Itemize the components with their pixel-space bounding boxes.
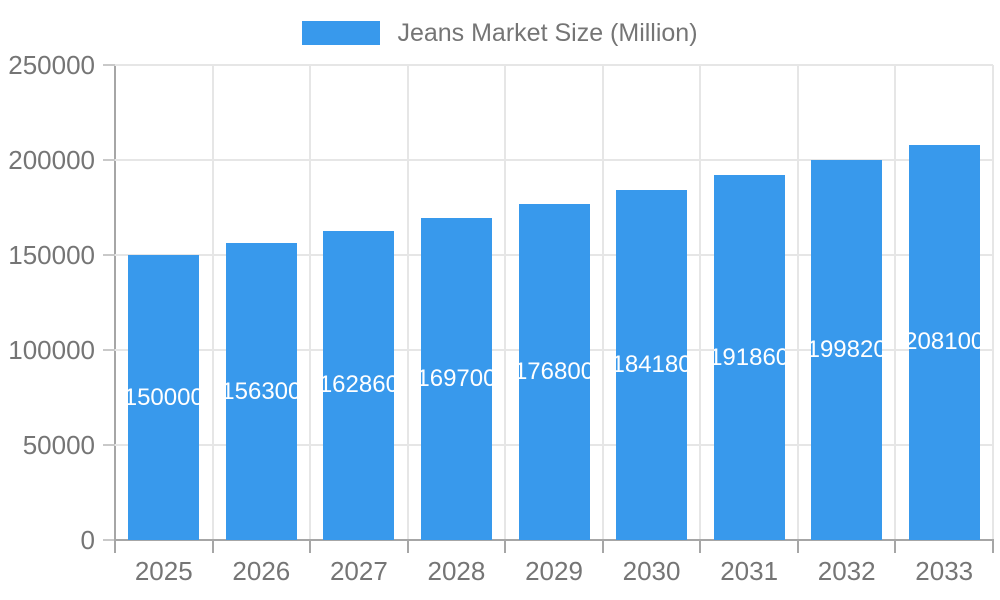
x-tick [894, 539, 897, 553]
y-axis-tick-label: 200000 [8, 145, 95, 175]
x-tick [309, 539, 312, 553]
x-axis-tick-label: 2025 [134, 556, 193, 586]
v-gridline [309, 65, 312, 540]
legend-label: Jeans Market Size (Million) [397, 19, 698, 47]
x-axis-line [114, 539, 994, 541]
y-axis-tick-label: 250000 [8, 50, 95, 80]
v-gridline [601, 65, 604, 540]
y-tick [103, 254, 115, 256]
y-tick [103, 64, 115, 66]
y-axis-tick-label: 100000 [8, 335, 95, 365]
v-gridline [699, 65, 702, 540]
bar: 184180 [616, 190, 688, 540]
h-gridline [115, 64, 993, 66]
bar: 176800 [518, 204, 590, 540]
x-axis-tick-label: 2026 [232, 556, 291, 586]
bar-value-label: 199820 [811, 336, 883, 364]
y-tick [103, 444, 115, 446]
y-axis-line [114, 65, 116, 540]
y-axis-tick-label: 0 [80, 525, 95, 555]
chart-legend[interactable]: Jeans Market Size (Million) [0, 16, 1000, 50]
x-axis-tick-label: 2033 [915, 556, 974, 586]
x-tick [699, 539, 702, 553]
bar: 208100 [908, 144, 980, 540]
x-tick [796, 539, 799, 553]
h-gridline [115, 159, 993, 161]
bar-value-label: 176800 [518, 358, 590, 386]
y-axis-tick-label: 150000 [8, 240, 95, 270]
bar-value-label: 184180 [616, 351, 688, 379]
x-tick [406, 539, 409, 553]
bar-value-label: 156300 [225, 377, 297, 405]
v-gridline [406, 65, 409, 540]
x-tick [504, 539, 507, 553]
y-tick [103, 539, 115, 541]
v-gridline [796, 65, 799, 540]
x-axis-tick-label: 2029 [525, 556, 583, 586]
x-tick [992, 539, 994, 553]
legend-swatch-icon [302, 21, 381, 45]
bar-value-label: 208100 [908, 328, 980, 356]
v-gridline [894, 65, 897, 540]
plot-area: 150000 156300 162860 169700 176800 184180 1918… [115, 64, 994, 540]
bar-value-label: 162860 [323, 371, 395, 399]
v-gridline [992, 65, 994, 540]
x-tick [114, 539, 116, 553]
y-axis-tick-label: 50000 [22, 430, 95, 460]
x-axis-tick-label: 2031 [720, 556, 779, 586]
x-tick [211, 539, 214, 553]
bar: 169700 [420, 217, 492, 540]
bar: 150000 [128, 255, 200, 540]
y-tick [103, 159, 115, 161]
bar: 162860 [323, 230, 395, 540]
bar-value-label: 169700 [420, 364, 492, 392]
x-axis-tick-label: 2027 [329, 556, 388, 586]
y-tick [103, 349, 115, 351]
bar: 156300 [225, 243, 297, 540]
bar-value-label: 150000 [128, 383, 200, 411]
bar: 191860 [713, 175, 785, 540]
v-gridline [504, 65, 507, 540]
x-axis-tick-label: 2030 [622, 556, 681, 586]
x-tick [601, 539, 604, 553]
x-axis-tick-label: 2028 [427, 556, 486, 586]
bar-value-label: 191860 [713, 343, 785, 371]
x-axis-tick-label: 2032 [817, 556, 876, 586]
v-gridline [211, 65, 214, 540]
bar: 199820 [811, 160, 883, 540]
